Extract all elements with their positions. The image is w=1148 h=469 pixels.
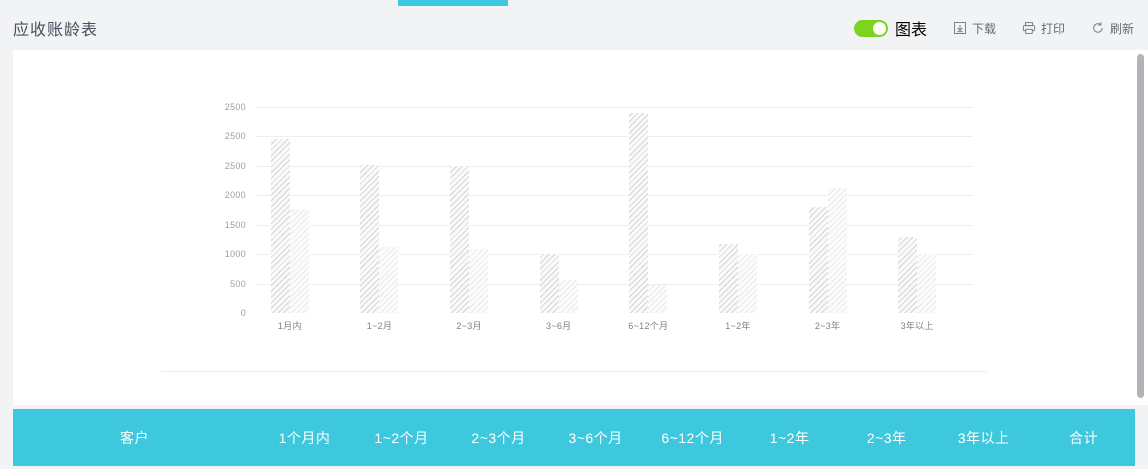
chart-bar[interactable] bbox=[737, 254, 757, 313]
chart-gridline bbox=[256, 254, 973, 256]
y-axis-tick-label: 0 bbox=[240, 308, 246, 318]
chart-bar[interactable] bbox=[827, 187, 847, 313]
chart-bar[interactable] bbox=[648, 284, 668, 313]
refresh-icon bbox=[1091, 21, 1105, 35]
chart-bar[interactable] bbox=[539, 253, 559, 313]
bar-group bbox=[718, 107, 757, 313]
chart-bar[interactable] bbox=[808, 207, 828, 313]
download-icon bbox=[953, 21, 967, 35]
chart-bar[interactable] bbox=[469, 249, 489, 313]
refresh-label: 刷新 bbox=[1109, 21, 1134, 36]
y-axis-tick-label: 1000 bbox=[224, 249, 246, 260]
scrollbar-thumb[interactable] bbox=[1137, 54, 1144, 398]
chart-baseline bbox=[161, 371, 986, 372]
toggle-switch-icon[interactable] bbox=[853, 19, 888, 37]
y-axis-tick-label: 2500 bbox=[224, 131, 246, 142]
page-header: 应收账龄表 图表 下载 打 bbox=[0, 6, 1148, 50]
x-axis-tick-label: 1~2月 bbox=[366, 321, 393, 331]
chart-gridline bbox=[256, 224, 973, 226]
bar-group bbox=[360, 107, 399, 313]
table-column-header[interactable]: 3~6个月 bbox=[568, 429, 623, 446]
chart-bar[interactable] bbox=[289, 209, 309, 313]
y-axis-tick-label: 1500 bbox=[224, 219, 246, 230]
table-column-header[interactable]: 2~3年 bbox=[866, 429, 907, 446]
chart-gridline bbox=[256, 165, 973, 167]
chart-bar[interactable] bbox=[718, 243, 738, 313]
y-axis-tick-label: 2500 bbox=[224, 160, 246, 171]
chart-bar[interactable] bbox=[270, 139, 290, 313]
chart-bar[interactable] bbox=[360, 164, 380, 313]
table-column-header[interactable]: 2~3个月 bbox=[471, 429, 526, 446]
active-tab-indicator[interactable] bbox=[398, 0, 508, 6]
chart-panel: 2500 2500 2500 2000 1500 1000 500 0 1月内 1~2月 2~3月 3… bbox=[13, 50, 1135, 405]
table-column-header[interactable]: 客户 bbox=[120, 429, 149, 446]
x-axis-tick-label: 1月内 bbox=[277, 321, 302, 331]
table-column-header[interactable]: 6~12个月 bbox=[661, 429, 724, 446]
chart-bar[interactable] bbox=[450, 165, 470, 313]
bar-group bbox=[450, 107, 489, 313]
print-label: 打印 bbox=[1040, 21, 1065, 36]
x-axis-tick-label: 6~12个月 bbox=[628, 321, 669, 331]
table-column-header[interactable]: 合计 bbox=[1069, 429, 1099, 446]
table-column-header[interactable]: 3年以上 bbox=[957, 429, 1010, 446]
page-title: 应收账龄表 bbox=[13, 22, 99, 39]
table-header-row: 客户 1个月内 1~2个月 2~3个月 3~6个月 6~12个月 1~2年 2~3年 3年以上 合… bbox=[13, 409, 1135, 466]
vertical-scrollbar[interactable] bbox=[1135, 50, 1148, 405]
y-axis-tick-label: 2500 bbox=[224, 102, 246, 112]
chart-toggle-label: 图表 bbox=[894, 22, 927, 39]
bar-group bbox=[629, 107, 668, 313]
y-axis-tick-label: 2000 bbox=[224, 190, 246, 201]
printer-icon bbox=[1022, 21, 1036, 35]
aging-bar-chart: 2500 2500 2500 2000 1500 1000 500 0 1月内 1~2月 2~3月 3… bbox=[13, 50, 1135, 405]
y-axis-tick-label: 500 bbox=[230, 278, 246, 289]
table-column-header[interactable]: 1~2个月 bbox=[374, 429, 429, 446]
download-label: 下载 bbox=[971, 21, 996, 36]
chart-bar[interactable] bbox=[917, 254, 937, 313]
chart-bar[interactable] bbox=[629, 112, 649, 313]
chart-gridline bbox=[256, 195, 973, 197]
bar-group bbox=[898, 107, 937, 313]
chart-gridline bbox=[256, 136, 973, 138]
bar-group bbox=[539, 107, 578, 313]
bar-group bbox=[808, 107, 847, 313]
x-axis-tick-label: 1~2年 bbox=[725, 321, 751, 331]
print-button[interactable]: 打印 bbox=[1022, 20, 1065, 37]
chart-bar[interactable] bbox=[379, 247, 399, 313]
chart-bar[interactable] bbox=[898, 237, 918, 313]
download-button[interactable]: 下载 bbox=[953, 20, 996, 37]
toolbar: 图表 下载 打印 bbox=[853, 16, 1134, 40]
tab-strip bbox=[0, 0, 1148, 6]
table-column-header[interactable]: 1个月内 bbox=[278, 429, 331, 446]
chart-gridline bbox=[256, 107, 973, 108]
bar-group bbox=[270, 107, 309, 313]
refresh-button[interactable]: 刷新 bbox=[1091, 20, 1134, 37]
x-axis-tick-label: 3年以上 bbox=[900, 321, 934, 331]
chart-bar[interactable] bbox=[558, 280, 578, 313]
chart-gridline bbox=[256, 283, 973, 285]
x-axis-tick-label: 2~3年 bbox=[814, 321, 841, 331]
x-axis-tick-label: 2~3月 bbox=[456, 321, 482, 331]
chart-toggle[interactable]: 图表 bbox=[853, 16, 927, 40]
x-axis-tick-label: 3~6月 bbox=[545, 321, 572, 331]
table-column-header[interactable]: 1~2年 bbox=[769, 429, 810, 446]
chart-plot-area: 2500 2500 2500 2000 1500 1000 500 0 1月内 1~2月 2~3月 3… bbox=[225, 102, 973, 331]
